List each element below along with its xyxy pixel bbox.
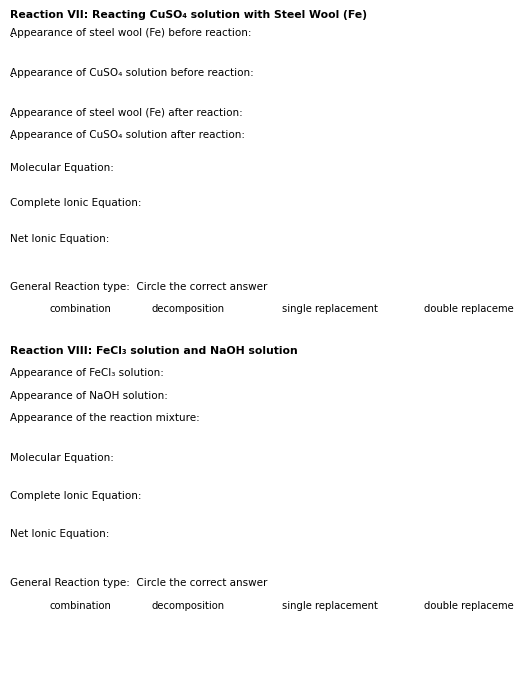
Text: Appearance of NaOH solution:: Appearance of NaOH solution:: [10, 391, 168, 401]
Text: double replaceme: double replaceme: [424, 601, 514, 611]
Text: Net Ionic Equation:: Net Ionic Equation:: [10, 529, 110, 539]
Text: General Reaction type:  Circle the correct answer: General Reaction type: Circle the correc…: [10, 282, 267, 292]
Text: Appearance of FeCl₃ solution:: Appearance of FeCl₃ solution:: [10, 368, 164, 378]
Text: Appearance of steel wool (Fe) before reaction:: Appearance of steel wool (Fe) before rea…: [10, 28, 252, 38]
Text: General Reaction type:  Circle the correct answer: General Reaction type: Circle the correc…: [10, 578, 267, 588]
Text: single replacement: single replacement: [282, 601, 378, 611]
Text: combination: combination: [50, 601, 112, 611]
Text: Appearance of CuSO₄ solution before reaction:: Appearance of CuSO₄ solution before reac…: [10, 68, 254, 78]
Text: decomposition: decomposition: [152, 304, 225, 314]
Text: Complete Ionic Equation:: Complete Ionic Equation:: [10, 198, 142, 208]
Text: combination: combination: [50, 304, 112, 314]
Text: Molecular Equation:: Molecular Equation:: [10, 453, 114, 463]
Text: decomposition: decomposition: [152, 601, 225, 611]
Text: Reaction VIII: FeCl₃ solution and NaOH solution: Reaction VIII: FeCl₃ solution and NaOH s…: [10, 346, 298, 356]
Text: Appearance of the reaction mixture:: Appearance of the reaction mixture:: [10, 413, 200, 423]
Text: Reaction VII: Reacting CuSO₄ solution with Steel Wool (Fe): Reaction VII: Reacting CuSO₄ solution wi…: [10, 10, 367, 20]
Text: double replaceme: double replaceme: [424, 304, 514, 314]
Text: single replacement: single replacement: [282, 304, 378, 314]
Text: Molecular Equation:: Molecular Equation:: [10, 163, 114, 173]
Text: Appearance of CuSO₄ solution after reaction:: Appearance of CuSO₄ solution after react…: [10, 130, 245, 140]
Text: Net Ionic Equation:: Net Ionic Equation:: [10, 234, 110, 244]
Text: Complete Ionic Equation:: Complete Ionic Equation:: [10, 491, 142, 501]
Text: Appearance of steel wool (Fe) after reaction:: Appearance of steel wool (Fe) after reac…: [10, 108, 243, 118]
